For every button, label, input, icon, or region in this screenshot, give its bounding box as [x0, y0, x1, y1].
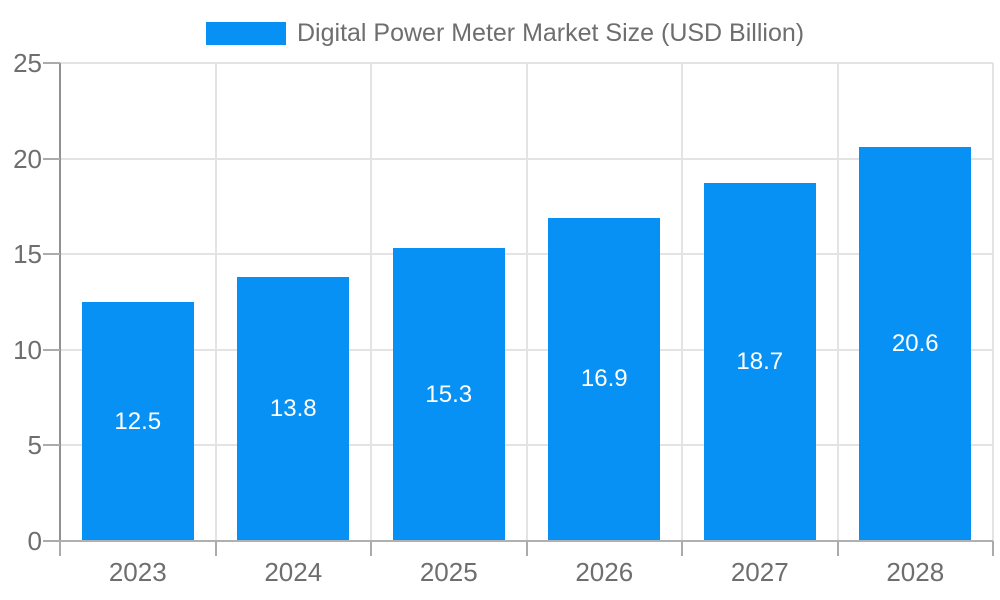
- x-tick-mark: [992, 541, 994, 556]
- bar-2024: 13.8: [237, 277, 350, 541]
- bar-2023: 12.5: [81, 302, 194, 541]
- y-tick-label-0: 0: [27, 526, 42, 556]
- plot-area: 12.5 13.8 15.3 16.9 18.7 20.6: [60, 62, 994, 541]
- x-tick-label-2023: 2023: [108, 557, 167, 587]
- y-tick-mark: [43, 444, 60, 447]
- y-tick-mark: [43, 348, 60, 351]
- bar-2025: 15.3: [392, 248, 505, 541]
- bar-value-label: 20.6: [891, 330, 939, 358]
- x-tick-mark: [214, 541, 217, 556]
- y-tick-mark: [43, 62, 60, 64]
- gridline-vertical: [214, 63, 217, 541]
- y-tick-label-25: 25: [13, 48, 42, 78]
- bar-2026: 16.9: [548, 217, 661, 541]
- x-tick-mark: [59, 541, 61, 556]
- legend-label: Digital Power Meter Market Size (USD Bil…: [297, 19, 805, 47]
- bar-value-label: 16.9: [580, 365, 628, 393]
- y-tick-mark: [43, 253, 60, 256]
- gridline-vertical: [370, 63, 372, 541]
- y-tick-label-5: 5: [27, 430, 42, 461]
- y-tick-label-15: 15: [13, 239, 42, 270]
- y-tick-label-20: 20: [13, 143, 42, 174]
- x-tick-mark: [681, 541, 683, 556]
- x-tick-mark: [836, 541, 839, 556]
- y-tick-mark: [43, 540, 60, 542]
- y-tick-label-10: 10: [13, 334, 42, 365]
- gridline-vertical: [836, 63, 839, 541]
- bar-value-label: 13.8: [269, 395, 317, 423]
- y-tick-mark: [43, 157, 60, 160]
- x-tick-label-2027: 2027: [730, 557, 789, 587]
- bar-2028: 20.6: [859, 147, 972, 541]
- x-tick-label-2028: 2028: [886, 557, 945, 587]
- bar-value-label: 15.3: [425, 380, 473, 408]
- x-tick-mark: [525, 541, 528, 556]
- bar-2027: 18.7: [703, 183, 816, 541]
- x-tick-label-2025: 2025: [419, 557, 478, 587]
- gridline-vertical: [992, 63, 994, 541]
- bar-value-label: 12.5: [114, 407, 162, 435]
- bar-value-label: 18.7: [736, 348, 784, 376]
- legend-swatch: [206, 22, 286, 45]
- gridline-vertical: [681, 63, 683, 541]
- legend: Digital Power Meter Market Size (USD Bil…: [206, 19, 805, 47]
- y-axis-line: [59, 63, 61, 556]
- x-tick-label-2024: 2024: [264, 557, 323, 587]
- gridline-vertical: [525, 63, 528, 541]
- x-tick-label-2026: 2026: [575, 557, 634, 587]
- x-tick-mark: [370, 541, 372, 556]
